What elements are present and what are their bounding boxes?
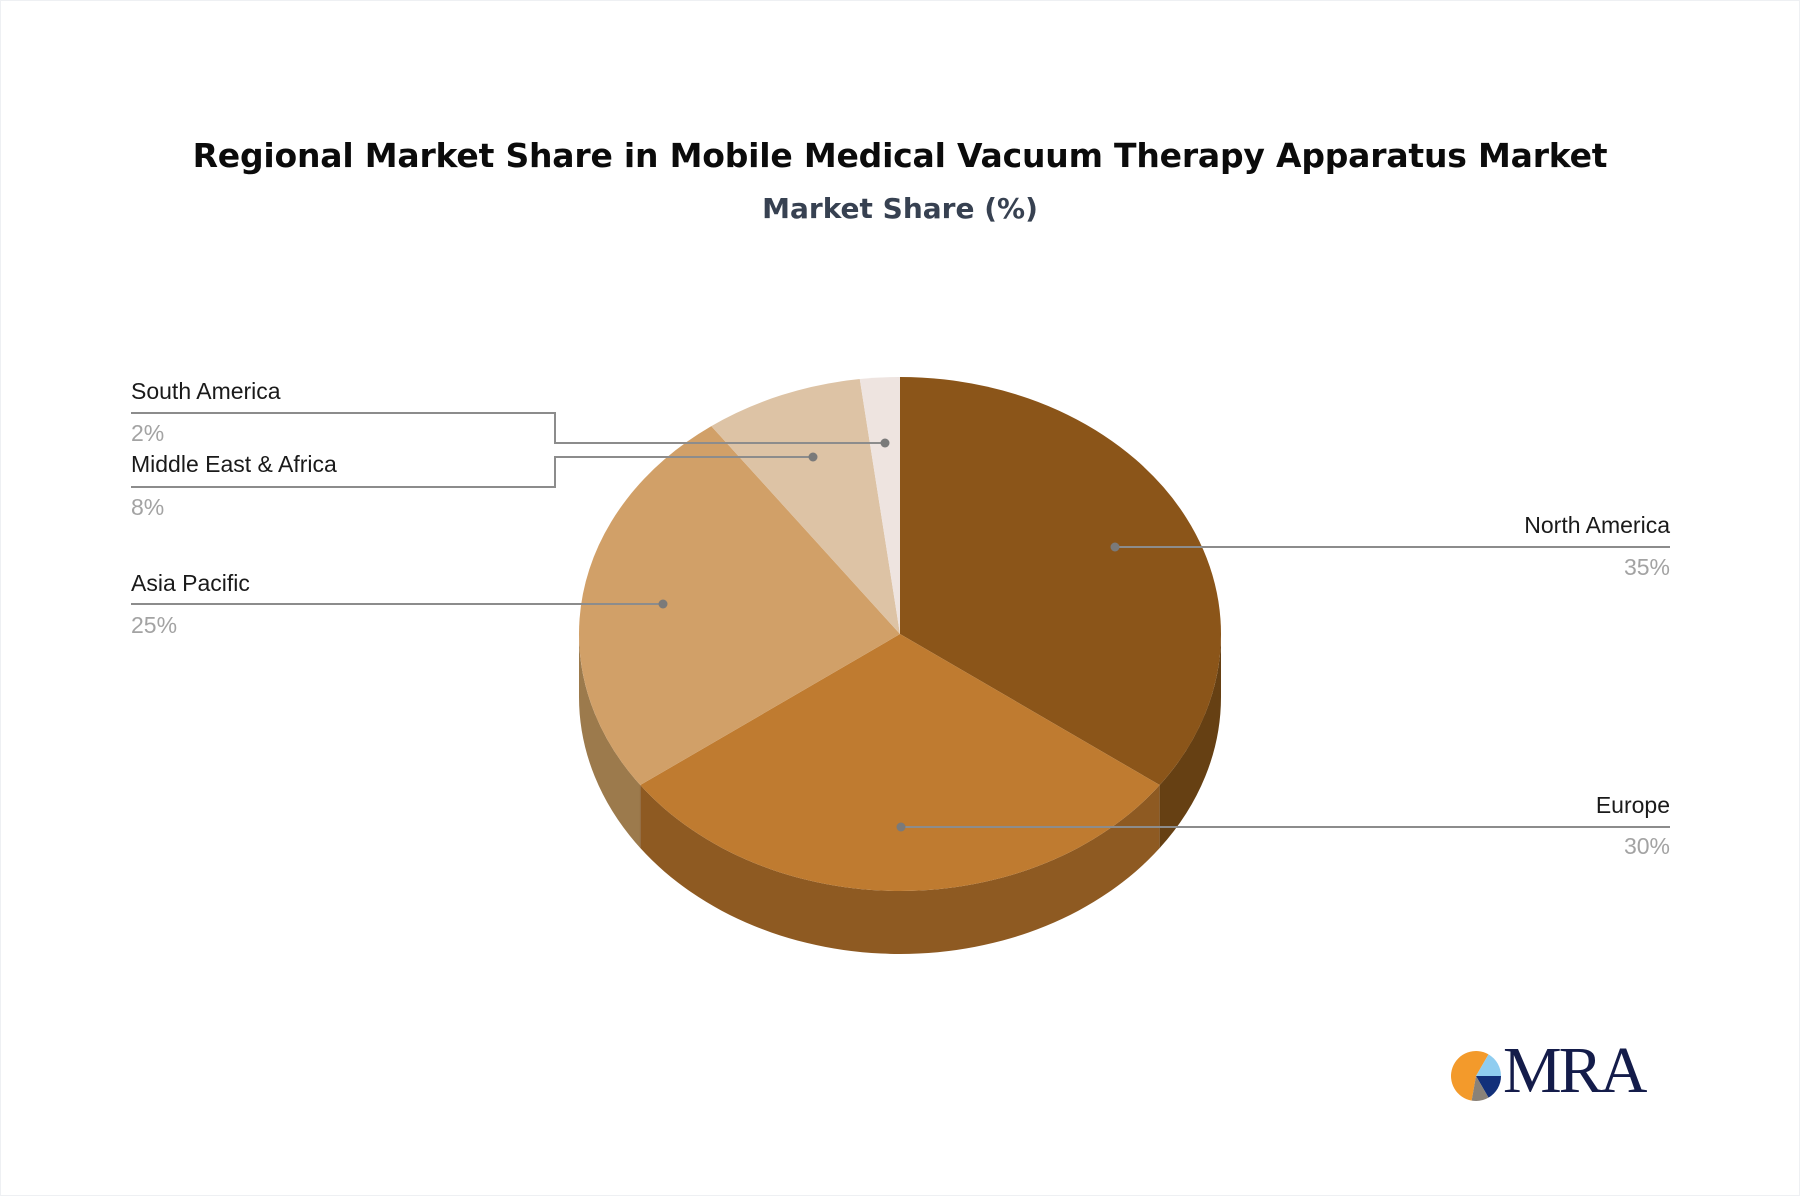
label-percent: 35% [1624,554,1670,580]
callout-europe: Europe 30% [896,792,1670,859]
leader-line [131,456,813,488]
pie-slices [579,377,1221,891]
leader-dot [658,599,668,609]
label-percent: 25% [131,612,177,638]
callout-asia-pacific: Asia Pacific 25% [131,570,668,638]
leader-dot [808,452,818,462]
pie-slice-north-america [900,377,1221,786]
label-name: Middle East & Africa [131,451,337,477]
label-name: North America [1524,512,1670,538]
leader-dot [896,822,906,832]
callout-south-america: South America 2% [131,378,890,448]
label-name: South America [131,378,281,404]
label-percent: 30% [1624,833,1670,859]
pie-slice-south-america [859,377,900,634]
pie-side-europe [640,785,1160,954]
label-name: Europe [1596,792,1670,818]
leader-dot [1110,542,1120,552]
label-percent: 8% [131,494,164,520]
logo-pie-icon [1450,1050,1501,1101]
pie-side-asia-pacific [579,634,641,849]
logo-text: MRA [1503,1034,1647,1107]
chart-title: Regional Market Share in Mobile Medical … [192,136,1608,175]
callout-north-america: North America 35% [1110,512,1670,580]
chart-subtitle: Market Share (%) [762,192,1038,225]
pie-slice-asia-pacific [579,426,900,786]
leader-dot [880,438,890,448]
leader-line [131,412,885,444]
pie-sides [579,634,1221,954]
label-percent: 2% [131,420,164,446]
pie-side-north-america [1159,634,1221,849]
label-name: Asia Pacific [131,570,250,596]
callout-middle-east-africa: Middle East & Africa 8% [131,451,818,520]
mra-logo: MRA [1450,1036,1650,1110]
